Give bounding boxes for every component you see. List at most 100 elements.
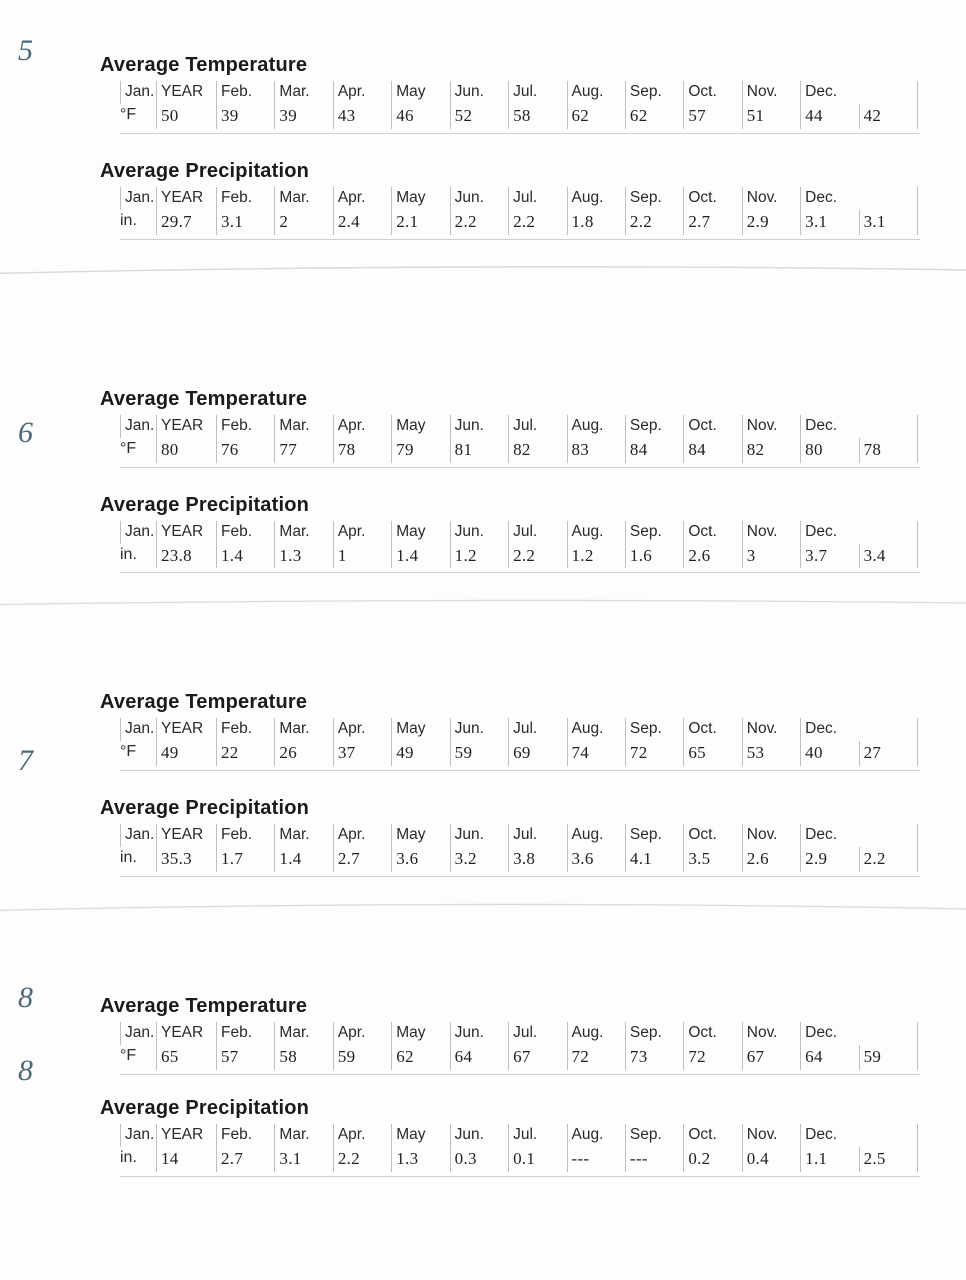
section-title-precipitation: Average Precipitation [100, 160, 926, 183]
col-header: Dec. [800, 81, 858, 104]
col-header: YEAR [156, 824, 216, 847]
unit-label: in. [120, 210, 156, 235]
cell-value: 78 [333, 438, 391, 463]
cell-value: 3.1 [800, 210, 858, 235]
cell-value: 1.2 [450, 544, 508, 569]
cell-value: 3.1 [274, 1147, 332, 1172]
cell-value: 72 [567, 1045, 625, 1070]
temperature-table: °F YEAR Jan. Feb. Mar. Apr. May Jun. Jul… [120, 415, 920, 468]
cell-value: 1.4 [274, 847, 332, 872]
cell-value: 82 [508, 438, 566, 463]
col-header: Mar. [274, 824, 332, 847]
col-header: Sep. [625, 187, 683, 210]
cell-value: 58 [508, 104, 566, 129]
col-header: Feb. [216, 415, 274, 438]
col-header: Dec. [800, 718, 858, 741]
cell-value: 3.1 [859, 210, 917, 235]
divider-sweep [0, 260, 966, 284]
cell-value: 77 [274, 438, 332, 463]
cell-value: 22 [216, 741, 274, 766]
col-header: Jun. [450, 187, 508, 210]
col-header: Feb. [216, 1124, 274, 1147]
cell-value: 44 [800, 104, 858, 129]
cell-value: 2.2 [625, 210, 683, 235]
cell-value: 79 [391, 438, 449, 463]
col-header: Apr. [333, 187, 391, 210]
col-header: Aug. [567, 1022, 625, 1045]
cell-value: 52 [450, 104, 508, 129]
cell-value: 39 [216, 104, 274, 129]
col-header: Nov. [742, 521, 800, 544]
col-header: Jul. [508, 824, 566, 847]
cell-value: 2.6 [742, 847, 800, 872]
col-header: Nov. [742, 415, 800, 438]
precipitation-table: in. YEAR Jan. Feb. Mar. Apr. May Jun. Ju… [120, 824, 920, 877]
cell-value: --- [625, 1147, 683, 1172]
cell-value: 59 [333, 1045, 391, 1070]
cell-value: 67 [508, 1045, 566, 1070]
cell-value: 2.7 [216, 1147, 274, 1172]
col-header: Oct. [683, 824, 741, 847]
col-header: Sep. [625, 718, 683, 741]
col-header: Nov. [742, 718, 800, 741]
col-header: Mar. [274, 1022, 332, 1045]
col-header: YEAR [156, 81, 216, 104]
col-header: Feb. [216, 718, 274, 741]
col-header: Apr. [333, 415, 391, 438]
cell-value: 39 [274, 104, 332, 129]
col-header: Dec. [800, 1124, 858, 1147]
col-header: May [391, 1124, 449, 1147]
col-header: Apr. [333, 718, 391, 741]
document-page: 5 Average Temperature °F YEAR Jan. Feb. … [0, 0, 966, 1280]
divider-sweep [0, 897, 966, 921]
col-header: Feb. [216, 187, 274, 210]
col-header: Mar. [274, 521, 332, 544]
col-header: Oct. [683, 1124, 741, 1147]
cell-value: 50 [156, 104, 216, 129]
cell-value: 1.2 [567, 544, 625, 569]
cell-value: 49 [391, 741, 449, 766]
section-title-precipitation: Average Precipitation [100, 797, 926, 820]
col-header: Jan. [120, 81, 156, 104]
cell-value: 82 [742, 438, 800, 463]
col-header: Jul. [508, 1022, 566, 1045]
col-header: Mar. [274, 81, 332, 104]
col-header: Dec. [800, 824, 858, 847]
col-header: May [391, 81, 449, 104]
col-header: Jan. [120, 1022, 156, 1045]
col-header: YEAR [156, 187, 216, 210]
col-header: Jun. [450, 81, 508, 104]
col-header: Aug. [567, 415, 625, 438]
climate-group: Average Temperature °F YEAR Jan. Feb. Ma… [100, 995, 926, 1177]
col-header: Feb. [216, 824, 274, 847]
cell-value: 0.3 [450, 1147, 508, 1172]
col-header: Jun. [450, 718, 508, 741]
cell-value: 1.3 [274, 544, 332, 569]
col-header: Nov. [742, 187, 800, 210]
col-header: Dec. [800, 1022, 858, 1045]
col-header: Apr. [333, 1124, 391, 1147]
col-header: Nov. [742, 1124, 800, 1147]
section-title-precipitation: Average Precipitation [100, 494, 926, 517]
col-header: Sep. [625, 1124, 683, 1147]
margin-number: 6 [18, 416, 33, 450]
cell-value: 65 [683, 741, 741, 766]
temperature-table: °F YEAR Jan. Feb. Mar. Apr. May Jun. Jul… [120, 81, 920, 134]
col-header: Jun. [450, 1022, 508, 1045]
col-header: Feb. [216, 1022, 274, 1045]
col-header: Aug. [567, 521, 625, 544]
col-header: Dec. [800, 187, 858, 210]
cell-value: 1.7 [216, 847, 274, 872]
cell-value: 43 [333, 104, 391, 129]
cell-value: 0.4 [742, 1147, 800, 1172]
col-header: Apr. [333, 81, 391, 104]
cell-value: 2.9 [742, 210, 800, 235]
cell-value: 3.1 [216, 210, 274, 235]
cell-value: 3.2 [450, 847, 508, 872]
col-header: YEAR [156, 718, 216, 741]
climate-group: Average Temperature °F YEAR Jan. Feb. Ma… [100, 54, 926, 240]
cell-value: 2.6 [683, 544, 741, 569]
col-header: Dec. [800, 521, 858, 544]
unit-label: in. [120, 1147, 156, 1172]
col-header: Feb. [216, 81, 274, 104]
